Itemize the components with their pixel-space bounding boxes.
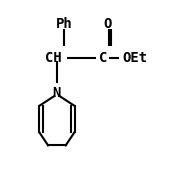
Text: C: C [98,51,107,65]
Text: O: O [103,17,111,31]
Text: CH: CH [45,51,62,65]
Text: Ph: Ph [55,17,72,31]
Text: N: N [53,86,61,100]
Text: OEt: OEt [122,51,147,65]
